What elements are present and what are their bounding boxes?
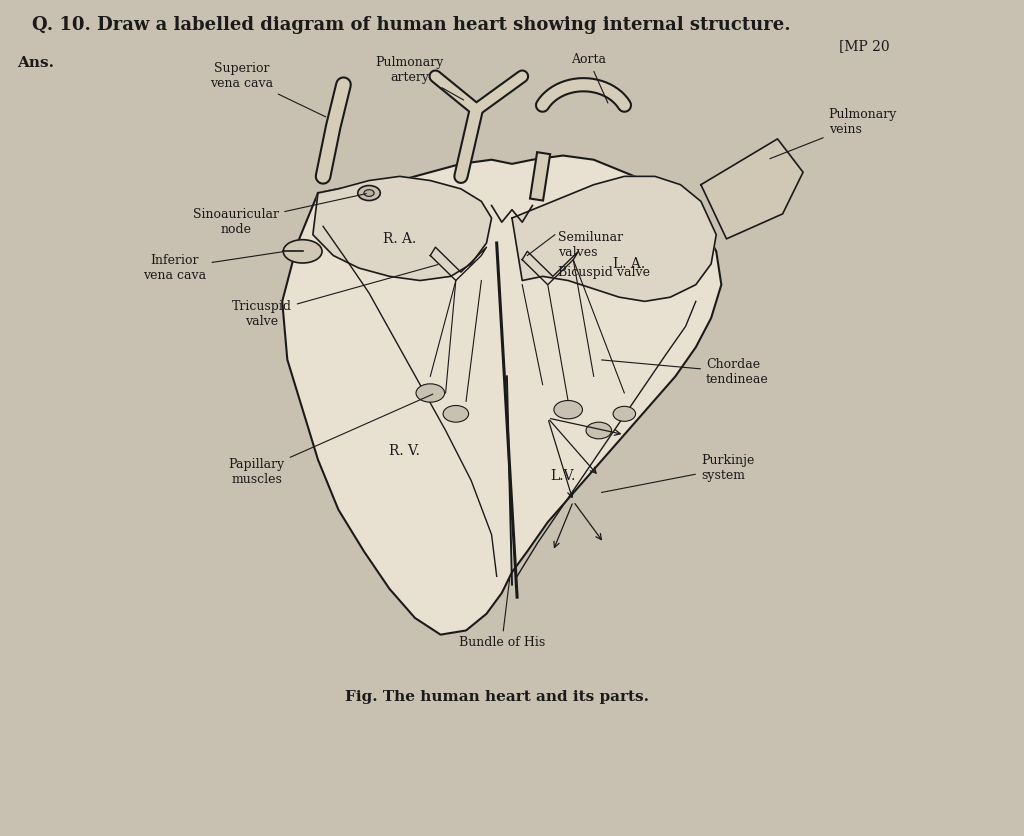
Text: Papillary
muscles: Papillary muscles: [228, 394, 433, 487]
Text: Bicuspid valve: Bicuspid valve: [558, 266, 650, 278]
Text: L.V.: L.V.: [550, 469, 575, 483]
Text: Sinoauricular
node: Sinoauricular node: [194, 194, 367, 237]
Polygon shape: [700, 139, 803, 239]
Text: L. A.: L. A.: [613, 257, 645, 271]
Text: Inferior
vena cava: Inferior vena cava: [143, 252, 283, 282]
Ellipse shape: [364, 190, 374, 196]
Text: Tricuspid
valve: Tricuspid valve: [231, 265, 438, 328]
Ellipse shape: [613, 406, 636, 421]
Ellipse shape: [416, 384, 444, 402]
Text: Pulmonary
veins: Pulmonary veins: [770, 108, 897, 159]
Text: [MP 20: [MP 20: [839, 39, 890, 53]
Polygon shape: [313, 176, 492, 281]
Text: Purkinje
system: Purkinje system: [601, 454, 755, 492]
Polygon shape: [283, 155, 721, 635]
Ellipse shape: [357, 186, 380, 201]
Ellipse shape: [554, 400, 583, 419]
Text: R. A.: R. A.: [383, 232, 417, 246]
Text: Ans.: Ans.: [16, 55, 53, 69]
Ellipse shape: [443, 405, 469, 422]
Text: Aorta: Aorta: [571, 53, 608, 103]
Text: Pulmonary
artery: Pulmonary artery: [376, 55, 464, 100]
Text: Superior
vena cava: Superior vena cava: [210, 63, 326, 117]
Text: Semilunar
valves: Semilunar valves: [558, 231, 623, 258]
Text: R. V.: R. V.: [389, 444, 420, 458]
Ellipse shape: [284, 240, 323, 263]
Ellipse shape: [586, 422, 611, 439]
Text: Q. 10. Draw a labelled diagram of human heart showing internal structure.: Q. 10. Draw a labelled diagram of human …: [32, 17, 791, 34]
Text: Chordae
tendineae: Chordae tendineae: [601, 358, 769, 386]
Text: Fig. The human heart and its parts.: Fig. The human heart and its parts.: [345, 691, 648, 704]
Polygon shape: [512, 176, 716, 301]
Text: Bundle of His: Bundle of His: [459, 579, 545, 650]
